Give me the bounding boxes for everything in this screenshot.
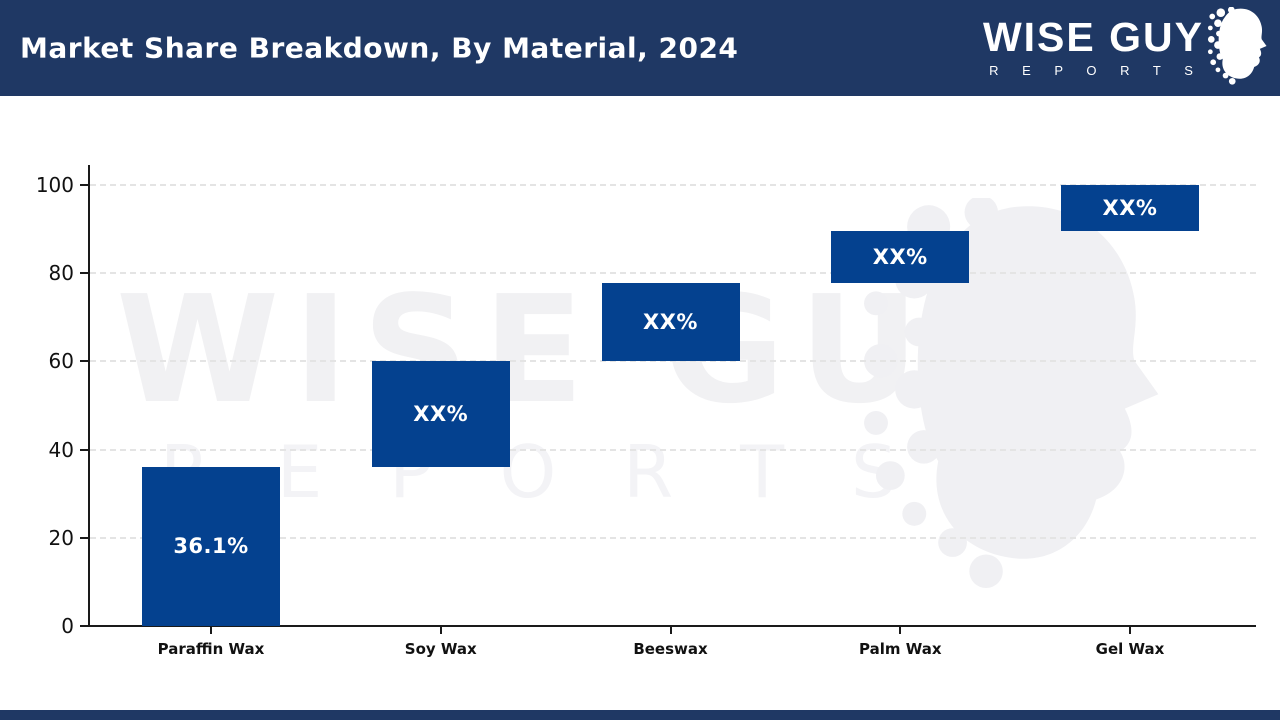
- x-tick-mark: [899, 627, 902, 634]
- y-tick-mark: [80, 625, 88, 627]
- y-tick-mark: [80, 184, 88, 186]
- y-tick-mark: [80, 272, 88, 275]
- y-axis-line: [88, 165, 90, 627]
- page-title: Market Share Breakdown, By Material, 202…: [20, 31, 739, 65]
- x-category-label: Paraffin Wax: [157, 640, 265, 658]
- y-tick-mark: [80, 536, 88, 539]
- y-tick-label: 80: [48, 261, 74, 286]
- x-axis-line: [88, 625, 1256, 627]
- x-tick-mark: [439, 627, 442, 634]
- gridline-80: [90, 272, 1256, 275]
- logo-text: WISE GUY R E P O R T S: [982, 13, 1204, 78]
- logo-wordmark: WISE GUY: [982, 13, 1204, 60]
- wise-guy-logo: WISE GUY R E P O R T S: [983, 7, 1268, 87]
- x-category-label: Beeswax: [633, 640, 708, 658]
- y-tick-label: 100: [35, 173, 74, 197]
- bar-value-label: XX%: [413, 402, 469, 427]
- bar-paraffin-wax: 36.1%: [142, 466, 280, 626]
- gridline-40: [90, 448, 1256, 451]
- y-tick-mark: [80, 448, 88, 451]
- gridline-60: [90, 360, 1256, 363]
- y-tick-label: 20: [48, 525, 74, 550]
- logo-head-icon: [1207, 7, 1267, 85]
- bar-palm-wax: XX%: [831, 230, 970, 283]
- footer-bar: [0, 710, 1280, 720]
- gridline-100: [90, 184, 1256, 186]
- x-tick-mark: [210, 627, 212, 634]
- y-tick-label: 0: [61, 614, 74, 638]
- bar-gel-wax: XX%: [1061, 185, 1199, 231]
- y-tick-label: 40: [48, 437, 74, 462]
- x-category-label: Gel Wax: [1095, 640, 1165, 658]
- x-category-label: Palm Wax: [858, 640, 942, 658]
- bar-soy-wax: XX%: [371, 361, 510, 467]
- y-tick-mark: [80, 360, 88, 363]
- bar-value-label: XX%: [1102, 195, 1158, 220]
- bar-value-label: 36.1%: [173, 534, 249, 559]
- bar-value-label: XX%: [872, 244, 928, 269]
- bar-beeswax: XX%: [601, 282, 740, 362]
- bar-value-label: XX%: [643, 310, 698, 335]
- x-tick-mark: [1129, 627, 1131, 634]
- x-tick-mark: [669, 627, 672, 634]
- logo-subtext: R E P O R T S: [989, 62, 1203, 78]
- header: Market Share Breakdown, By Material, 202…: [0, 0, 1280, 96]
- x-category-label: Soy Wax: [404, 640, 477, 658]
- gridline-20: [90, 536, 1256, 539]
- y-tick-label: 60: [48, 349, 74, 374]
